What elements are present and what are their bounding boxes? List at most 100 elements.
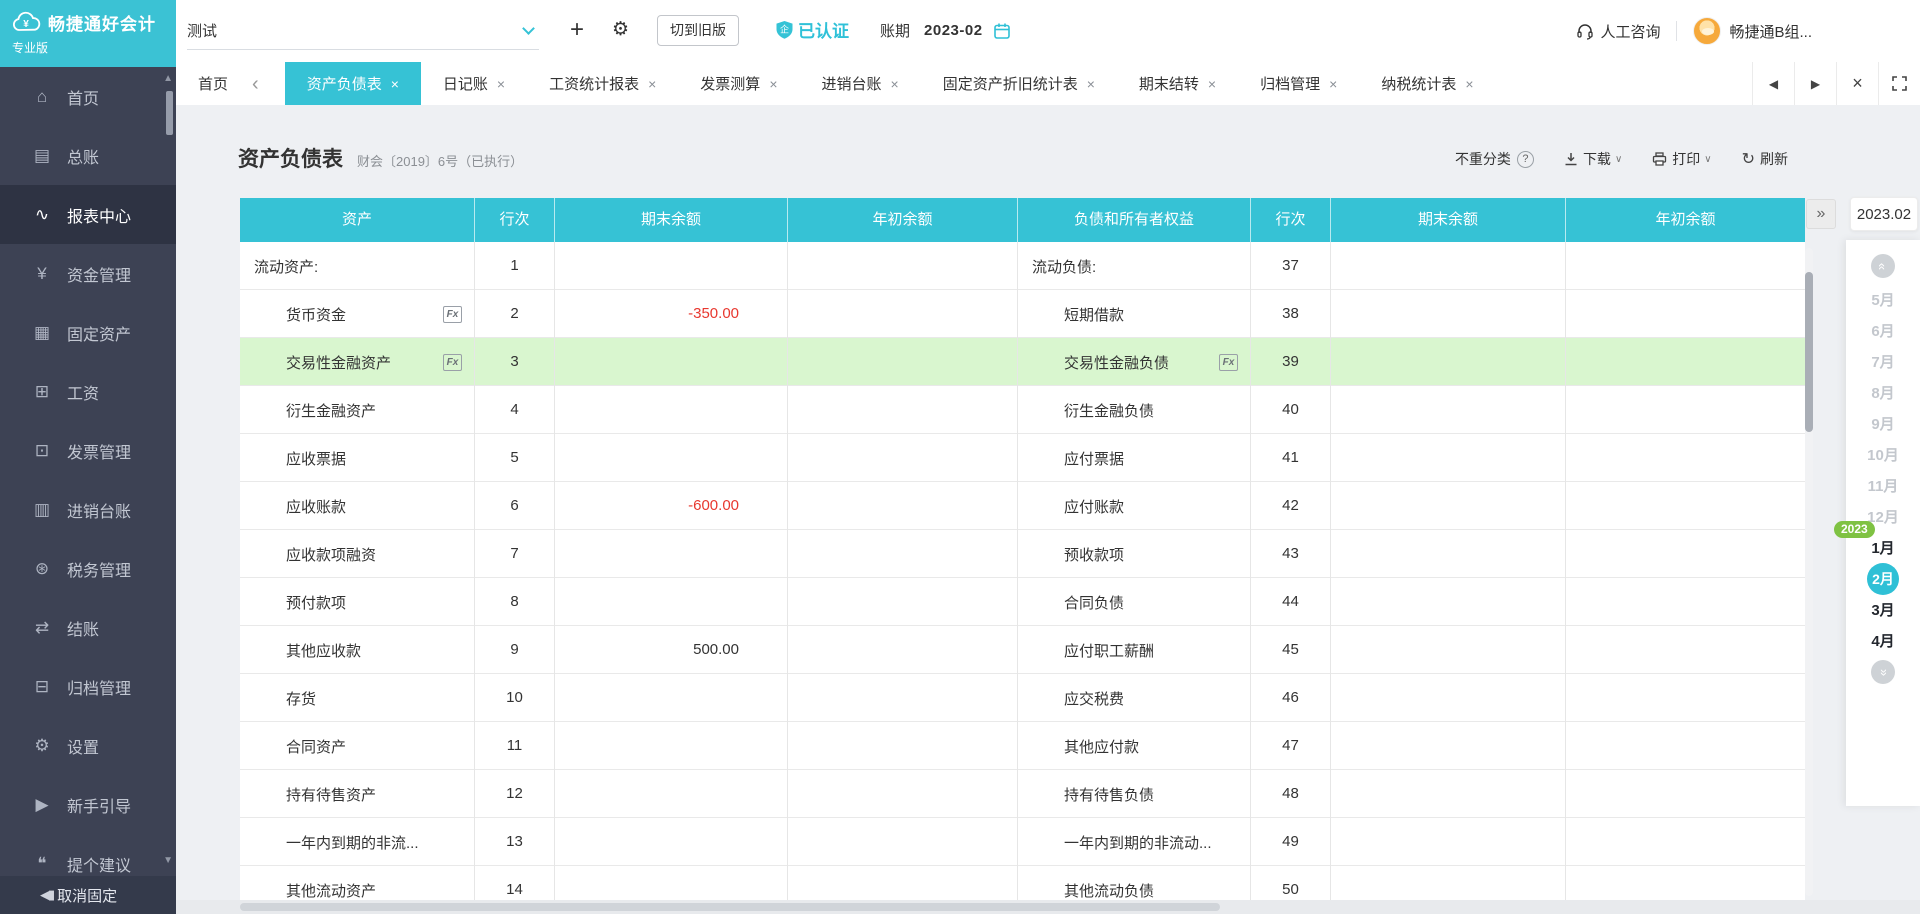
item-name-cell[interactable]: 其他应收款 bbox=[240, 626, 475, 674]
beginning-balance-cell[interactable] bbox=[788, 290, 1018, 338]
beginning-balance-cell[interactable] bbox=[1566, 866, 1805, 900]
tab-进销台账[interactable]: 进销台账 × bbox=[800, 62, 921, 105]
ending-balance-cell[interactable] bbox=[1331, 482, 1566, 530]
beginning-balance-cell[interactable] bbox=[788, 338, 1018, 386]
table-vertical-scrollbar-track[interactable] bbox=[1805, 248, 1813, 896]
period-value[interactable]: 2023-02 bbox=[924, 22, 983, 39]
beginning-balance-cell[interactable] bbox=[1566, 434, 1805, 482]
calendar-icon[interactable] bbox=[993, 22, 1011, 40]
beginning-balance-cell[interactable] bbox=[1566, 818, 1805, 866]
ending-balance-cell[interactable] bbox=[555, 722, 788, 770]
item-name-cell[interactable]: 预付款项 bbox=[240, 578, 475, 626]
item-name-cell[interactable]: 交易性金融资产 Fx bbox=[240, 338, 475, 386]
ending-balance-cell[interactable]: -350.00 bbox=[555, 290, 788, 338]
item-name-cell[interactable]: 应收款项融资 bbox=[240, 530, 475, 578]
download-button[interactable]: 下载 ∨ bbox=[1564, 149, 1622, 169]
item-name-cell[interactable]: 货币资金 Fx bbox=[240, 290, 475, 338]
ending-balance-cell[interactable] bbox=[1331, 866, 1566, 900]
tab-close-icon[interactable]: × bbox=[1329, 75, 1338, 92]
formula-icon[interactable]: Fx bbox=[443, 305, 462, 323]
ending-balance-cell[interactable] bbox=[1331, 290, 1566, 338]
item-name-cell[interactable]: 合同负债 bbox=[1018, 578, 1251, 626]
beginning-balance-cell[interactable] bbox=[788, 482, 1018, 530]
item-name-cell[interactable]: 一年内到期的非流动... bbox=[1018, 818, 1251, 866]
ending-balance-cell[interactable] bbox=[555, 770, 788, 818]
refresh-button[interactable]: ↻ 刷新 bbox=[1742, 149, 1788, 169]
tab-home[interactable]: 首页 bbox=[198, 76, 229, 93]
ending-balance-cell[interactable] bbox=[555, 434, 788, 482]
item-name-cell[interactable]: 应收账款 bbox=[240, 482, 475, 530]
item-name-cell[interactable]: 衍生金融资产 bbox=[240, 386, 475, 434]
help-icon[interactable]: ? bbox=[1516, 150, 1534, 168]
tab-资产负债表[interactable]: 资产负债表 × bbox=[284, 62, 421, 105]
new-tab-button[interactable]: + bbox=[570, 16, 585, 43]
month-item-4月[interactable]: 4月 bbox=[1846, 625, 1920, 656]
tab-close-icon[interactable]: × bbox=[390, 75, 399, 92]
tab-发票测算[interactable]: 发票测算 × bbox=[678, 62, 799, 105]
tab-日记账[interactable]: 日记账 × bbox=[421, 62, 527, 105]
month-item-3月[interactable]: 3月 bbox=[1846, 594, 1920, 625]
beginning-balance-cell[interactable] bbox=[788, 674, 1018, 722]
ending-balance-cell[interactable] bbox=[1331, 626, 1566, 674]
ending-balance-cell[interactable]: 500.00 bbox=[555, 626, 788, 674]
sidebar-scroll-down-icon[interactable]: ▼ bbox=[163, 855, 173, 866]
item-name-cell[interactable]: 合同资产 bbox=[240, 722, 475, 770]
unpin-sidebar-button[interactable]: ◀▮ 取消固定 bbox=[0, 876, 176, 914]
beginning-balance-cell[interactable] bbox=[788, 866, 1018, 900]
sidebar-item-发票管理[interactable]: ⊡ 发票管理 bbox=[0, 421, 176, 480]
sidebar-scroll-up-icon[interactable]: ▲ bbox=[163, 73, 173, 84]
ending-balance-cell[interactable] bbox=[555, 338, 788, 386]
sidebar-item-资金管理[interactable]: ¥ 资金管理 bbox=[0, 244, 176, 303]
tabs-prev-button[interactable]: ◀ bbox=[1752, 62, 1794, 105]
tab-期末结转[interactable]: 期末结转 × bbox=[1117, 62, 1238, 105]
tab-归档管理[interactable]: 归档管理 × bbox=[1238, 62, 1359, 105]
sidebar-item-结账[interactable]: ⇄ 结账 bbox=[0, 598, 176, 657]
month-scroll-up-icon[interactable]: « bbox=[1871, 254, 1895, 278]
ending-balance-cell[interactable] bbox=[1331, 722, 1566, 770]
beginning-balance-cell[interactable] bbox=[788, 722, 1018, 770]
avatar[interactable] bbox=[1693, 17, 1722, 45]
switch-old-version-button[interactable]: 切到旧版 bbox=[657, 15, 739, 46]
sidebar-item-税务管理[interactable]: ⊛ 税务管理 bbox=[0, 539, 176, 598]
sidebar-item-固定资产[interactable]: ▦ 固定资产 bbox=[0, 303, 176, 362]
beginning-balance-cell[interactable] bbox=[1566, 482, 1805, 530]
print-button[interactable]: 打印 ∨ bbox=[1652, 149, 1712, 169]
sidebar-item-归档管理[interactable]: ⊟ 归档管理 bbox=[0, 657, 176, 716]
sidebar-scrollbar[interactable] bbox=[166, 91, 173, 135]
item-name-cell[interactable]: 应交税费 bbox=[1018, 674, 1251, 722]
item-name-cell[interactable]: 一年内到期的非流... bbox=[240, 818, 475, 866]
ending-balance-cell[interactable] bbox=[555, 818, 788, 866]
ending-balance-cell[interactable] bbox=[1331, 530, 1566, 578]
tab-工资统计报表[interactable]: 工资统计报表 × bbox=[527, 62, 678, 105]
sidebar-item-提个建议[interactable]: ❝ 提个建议 bbox=[0, 834, 176, 893]
item-name-cell[interactable]: 应付票据 bbox=[1018, 434, 1251, 482]
item-name-cell[interactable]: 其他应付款 bbox=[1018, 722, 1251, 770]
account-selector[interactable]: 测试 bbox=[187, 12, 539, 50]
ending-balance-cell[interactable] bbox=[555, 866, 788, 900]
app-logo[interactable]: ¥ 畅捷通好会计 专业版 bbox=[0, 0, 176, 67]
certified-badge[interactable]: 企 已认证 bbox=[775, 17, 849, 42]
beginning-balance-cell[interactable] bbox=[1566, 290, 1805, 338]
item-name-cell[interactable]: 其他流动资产 bbox=[240, 866, 475, 900]
beginning-balance-cell[interactable] bbox=[788, 242, 1018, 290]
no-reclassify-toggle[interactable]: 不重分类 ? bbox=[1455, 149, 1534, 169]
tabs-next-button[interactable]: ▶ bbox=[1794, 62, 1836, 105]
ending-balance-cell[interactable] bbox=[1331, 434, 1566, 482]
item-name-cell[interactable]: 衍生金融负债 bbox=[1018, 386, 1251, 434]
sidebar-item-新手引导[interactable]: ▶ 新手引导 bbox=[0, 775, 176, 834]
tab-close-icon[interactable]: × bbox=[769, 75, 778, 92]
support-button[interactable]: 人工咨询 bbox=[1576, 21, 1660, 42]
beginning-balance-cell[interactable] bbox=[788, 818, 1018, 866]
item-name-cell[interactable]: 短期借款 bbox=[1018, 290, 1251, 338]
item-name-cell[interactable]: 流动资产: bbox=[240, 242, 475, 290]
beginning-balance-cell[interactable] bbox=[788, 626, 1018, 674]
sidebar-item-进销台账[interactable]: ▥ 进销台账 bbox=[0, 480, 176, 539]
ending-balance-cell[interactable] bbox=[1331, 242, 1566, 290]
ending-balance-cell[interactable] bbox=[1331, 674, 1566, 722]
month-item-2月[interactable]: 2月 bbox=[1846, 562, 1920, 595]
tab-scroll-left-icon[interactable]: ‹ bbox=[252, 72, 259, 95]
beginning-balance-cell[interactable] bbox=[1566, 674, 1805, 722]
item-name-cell[interactable]: 持有待售资产 bbox=[240, 770, 475, 818]
sidebar-item-工资[interactable]: ⊞ 工资 bbox=[0, 362, 176, 421]
item-name-cell[interactable]: 交易性金融负债 Fx bbox=[1018, 338, 1251, 386]
